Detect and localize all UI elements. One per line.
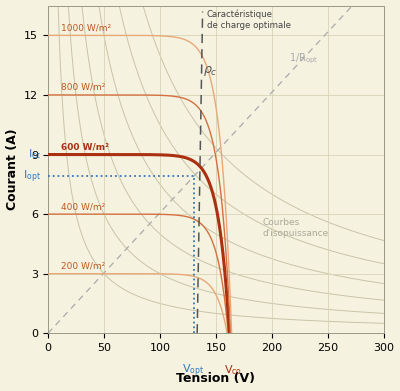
Text: 800 W/m²: 800 W/m² [61,83,106,92]
Text: I$_{\mathregular{opt}}$: I$_{\mathregular{opt}}$ [23,168,41,185]
Text: Courbes
d'isopuissance: Courbes d'isopuissance [263,218,329,238]
Y-axis label: Courant (A): Courant (A) [6,129,18,210]
Text: 200 W/m²: 200 W/m² [61,262,106,271]
Text: $\rho_c$: $\rho_c$ [202,64,217,78]
Text: Caractéristique
de charge optimale: Caractéristique de charge optimale [207,9,291,30]
Text: 1/R$_{\mathregular{opt}}$: 1/R$_{\mathregular{opt}}$ [289,52,318,66]
Text: I$_{\mathregular{cc}}$: I$_{\mathregular{cc}}$ [28,148,41,161]
Text: V$_{\mathregular{co}}$: V$_{\mathregular{co}}$ [224,363,242,377]
Text: 600 W/m²: 600 W/m² [61,143,110,152]
X-axis label: Tension (V): Tension (V) [176,373,256,386]
Text: V$_{\mathregular{opt}}$: V$_{\mathregular{opt}}$ [182,363,205,380]
Text: 1000 W/m²: 1000 W/m² [61,23,112,32]
Text: 400 W/m²: 400 W/m² [61,202,106,211]
